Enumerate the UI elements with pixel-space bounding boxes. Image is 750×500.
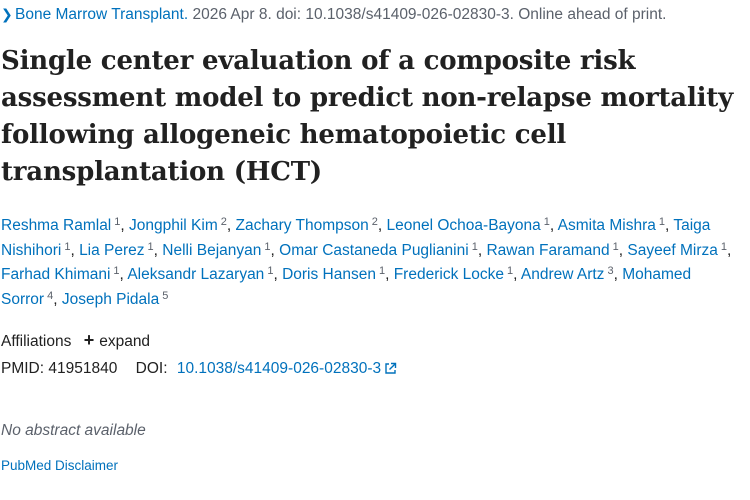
author-separator: ,	[513, 266, 521, 283]
author-affiliation-number[interactable]: 1	[114, 216, 121, 228]
journal-citation: ❯ Bone Marrow Transplant. 2026 Apr 8. doi…	[1, 4, 666, 25]
external-link-icon	[385, 362, 397, 374]
author-separator: ,	[549, 217, 558, 234]
author-link[interactable]: Doris Hansen	[282, 266, 376, 283]
author-link[interactable]: Frederick Locke	[393, 266, 504, 283]
pmid-value: 41951840	[48, 360, 118, 377]
author-affiliation-number[interactable]: 1	[471, 240, 478, 253]
author-affiliation-number[interactable]: 4	[47, 289, 54, 302]
author-separator: ,	[664, 217, 674, 234]
doi-label: DOI:	[135, 360, 168, 377]
affiliations-expand-button[interactable]: + expand	[83, 330, 151, 350]
author-affiliation-number[interactable]: 1	[720, 240, 727, 253]
author-link[interactable]: Joseph Pidala	[61, 290, 160, 308]
author-link[interactable]: Leonel Ochoa-Bayona	[386, 217, 541, 234]
author-separator: ,	[385, 266, 394, 283]
author-separator: ,	[273, 266, 283, 283]
author-entry: Zachary Thompson 2,	[235, 216, 387, 235]
author-entry: Leonel Ochoa-Bayona 1,	[386, 216, 558, 235]
author-entry: Nelli Bejanyan 1,	[162, 240, 280, 259]
author-separator: ,	[70, 241, 80, 259]
author-link[interactable]: Mohamed Sorror	[1, 266, 692, 308]
author-entry: Aleksandr Lazaryan 1,	[127, 265, 283, 284]
author-separator: ,	[477, 241, 487, 259]
author-entry: Reshma Ramlal 1,	[1, 216, 130, 235]
author-affiliation-number[interactable]: 2	[220, 216, 227, 228]
author-entry: Mohamed Sorror 4,	[1, 266, 691, 308]
author-link[interactable]: Reshma Ramlal	[1, 217, 112, 234]
plus-icon: +	[83, 330, 95, 350]
author-separator: ,	[120, 217, 130, 234]
author-affiliation-number[interactable]: 3	[607, 265, 614, 277]
author-affiliation-number[interactable]: 1	[264, 240, 271, 253]
author-entry: Jongphil Kim 2,	[129, 216, 236, 235]
author-entry: Lia Perez 1,	[79, 240, 163, 259]
doi-value: 10.1038/s41409-026-02830-3	[176, 360, 382, 377]
author-separator: ,	[270, 241, 280, 259]
doi-link[interactable]: 10.1038/s41409-026-02830-3	[177, 360, 397, 377]
author-link[interactable]: Lia Perez	[79, 241, 145, 259]
author-entry: Omar Castaneda Puglianini 1,	[279, 240, 487, 259]
author-link[interactable]: Andrew Artz	[520, 266, 605, 283]
author-link[interactable]: Rawan Faramand	[486, 241, 610, 259]
identifiers-row: PMID: 41951840 DOI: 10.1038/s41409-026-0…	[1, 359, 397, 379]
author-entry: Frederick Locke 1,	[393, 265, 521, 284]
author-link[interactable]: Asmita Mishra	[557, 217, 656, 234]
author-link[interactable]: Farhad Khimani	[1, 266, 111, 283]
author-link[interactable]: Sayeef Mirza	[627, 241, 718, 259]
author-entry: Farhad Khimani 1,	[1, 265, 128, 284]
chevron-right-icon[interactable]: ❯	[1, 6, 13, 22]
author-link[interactable]: Jongphil Kim	[129, 217, 218, 234]
author-affiliation-number[interactable]: 1	[378, 265, 386, 277]
author-affiliation-number[interactable]: 1	[113, 265, 120, 277]
author-affiliation-number[interactable]: 1	[612, 240, 619, 253]
author-affiliation-number[interactable]: 1	[147, 240, 154, 253]
author-separator: ,	[53, 290, 62, 308]
author-affiliation-number[interactable]: 1	[267, 265, 274, 277]
author-entry: Asmita Mishra 1,	[557, 216, 674, 235]
author-entry: Taiga Nishihori 1,	[1, 217, 710, 259]
author-entry: Sayeef Mirza 1,	[627, 240, 732, 259]
author-link[interactable]: Zachary Thompson	[235, 217, 369, 234]
citation-details: 2026 Apr 8. doi: 10.1038/s41409-026-0283…	[188, 6, 667, 23]
author-affiliation-number[interactable]: 1	[543, 216, 550, 228]
author-separator: ,	[613, 266, 623, 283]
author-link[interactable]: Taiga Nishihori	[1, 217, 711, 259]
author-entry: Andrew Artz 3,	[520, 265, 623, 284]
author-separator: ,	[226, 217, 236, 234]
expand-label: expand	[99, 333, 151, 350]
pubmed-disclaimer-link[interactable]: PubMed Disclaimer	[1, 458, 119, 473]
author-entry: Doris Hansen 1,	[282, 265, 394, 284]
author-affiliation-number[interactable]: 2	[371, 216, 378, 228]
author-separator: ,	[377, 217, 387, 234]
author-link[interactable]: Nelli Bejanyan	[162, 241, 262, 259]
author-separator: ,	[153, 241, 163, 259]
affiliations-label: Affiliations	[1, 333, 72, 350]
author-separator: ,	[726, 241, 732, 259]
affiliations-row: Affiliations + expand	[1, 330, 150, 352]
journal-link[interactable]: Bone Marrow Transplant.	[15, 6, 189, 23]
author-separator: ,	[618, 241, 628, 259]
author-entry: Joseph Pidala 5	[61, 289, 169, 308]
authors-list: Reshma Ramlal 1, Jongphil Kim 2, Zachary T…	[1, 214, 746, 312]
author-link[interactable]: Omar Castaneda Puglianini	[279, 241, 469, 259]
no-abstract-text: No abstract available	[1, 422, 146, 439]
author-affiliation-number[interactable]: 1	[658, 216, 665, 228]
article-title: Single center evaluation of a composite …	[1, 46, 734, 187]
author-entry: Rawan Faramand 1,	[486, 240, 628, 259]
author-affiliation-number[interactable]: 1	[64, 240, 71, 253]
author-affiliation-number[interactable]: 1	[506, 265, 514, 277]
author-link[interactable]: Aleksandr Lazaryan	[127, 266, 265, 283]
author-separator: ,	[119, 266, 128, 283]
pmid-label: PMID:	[1, 360, 45, 377]
author-affiliation-number[interactable]: 5	[162, 289, 169, 302]
